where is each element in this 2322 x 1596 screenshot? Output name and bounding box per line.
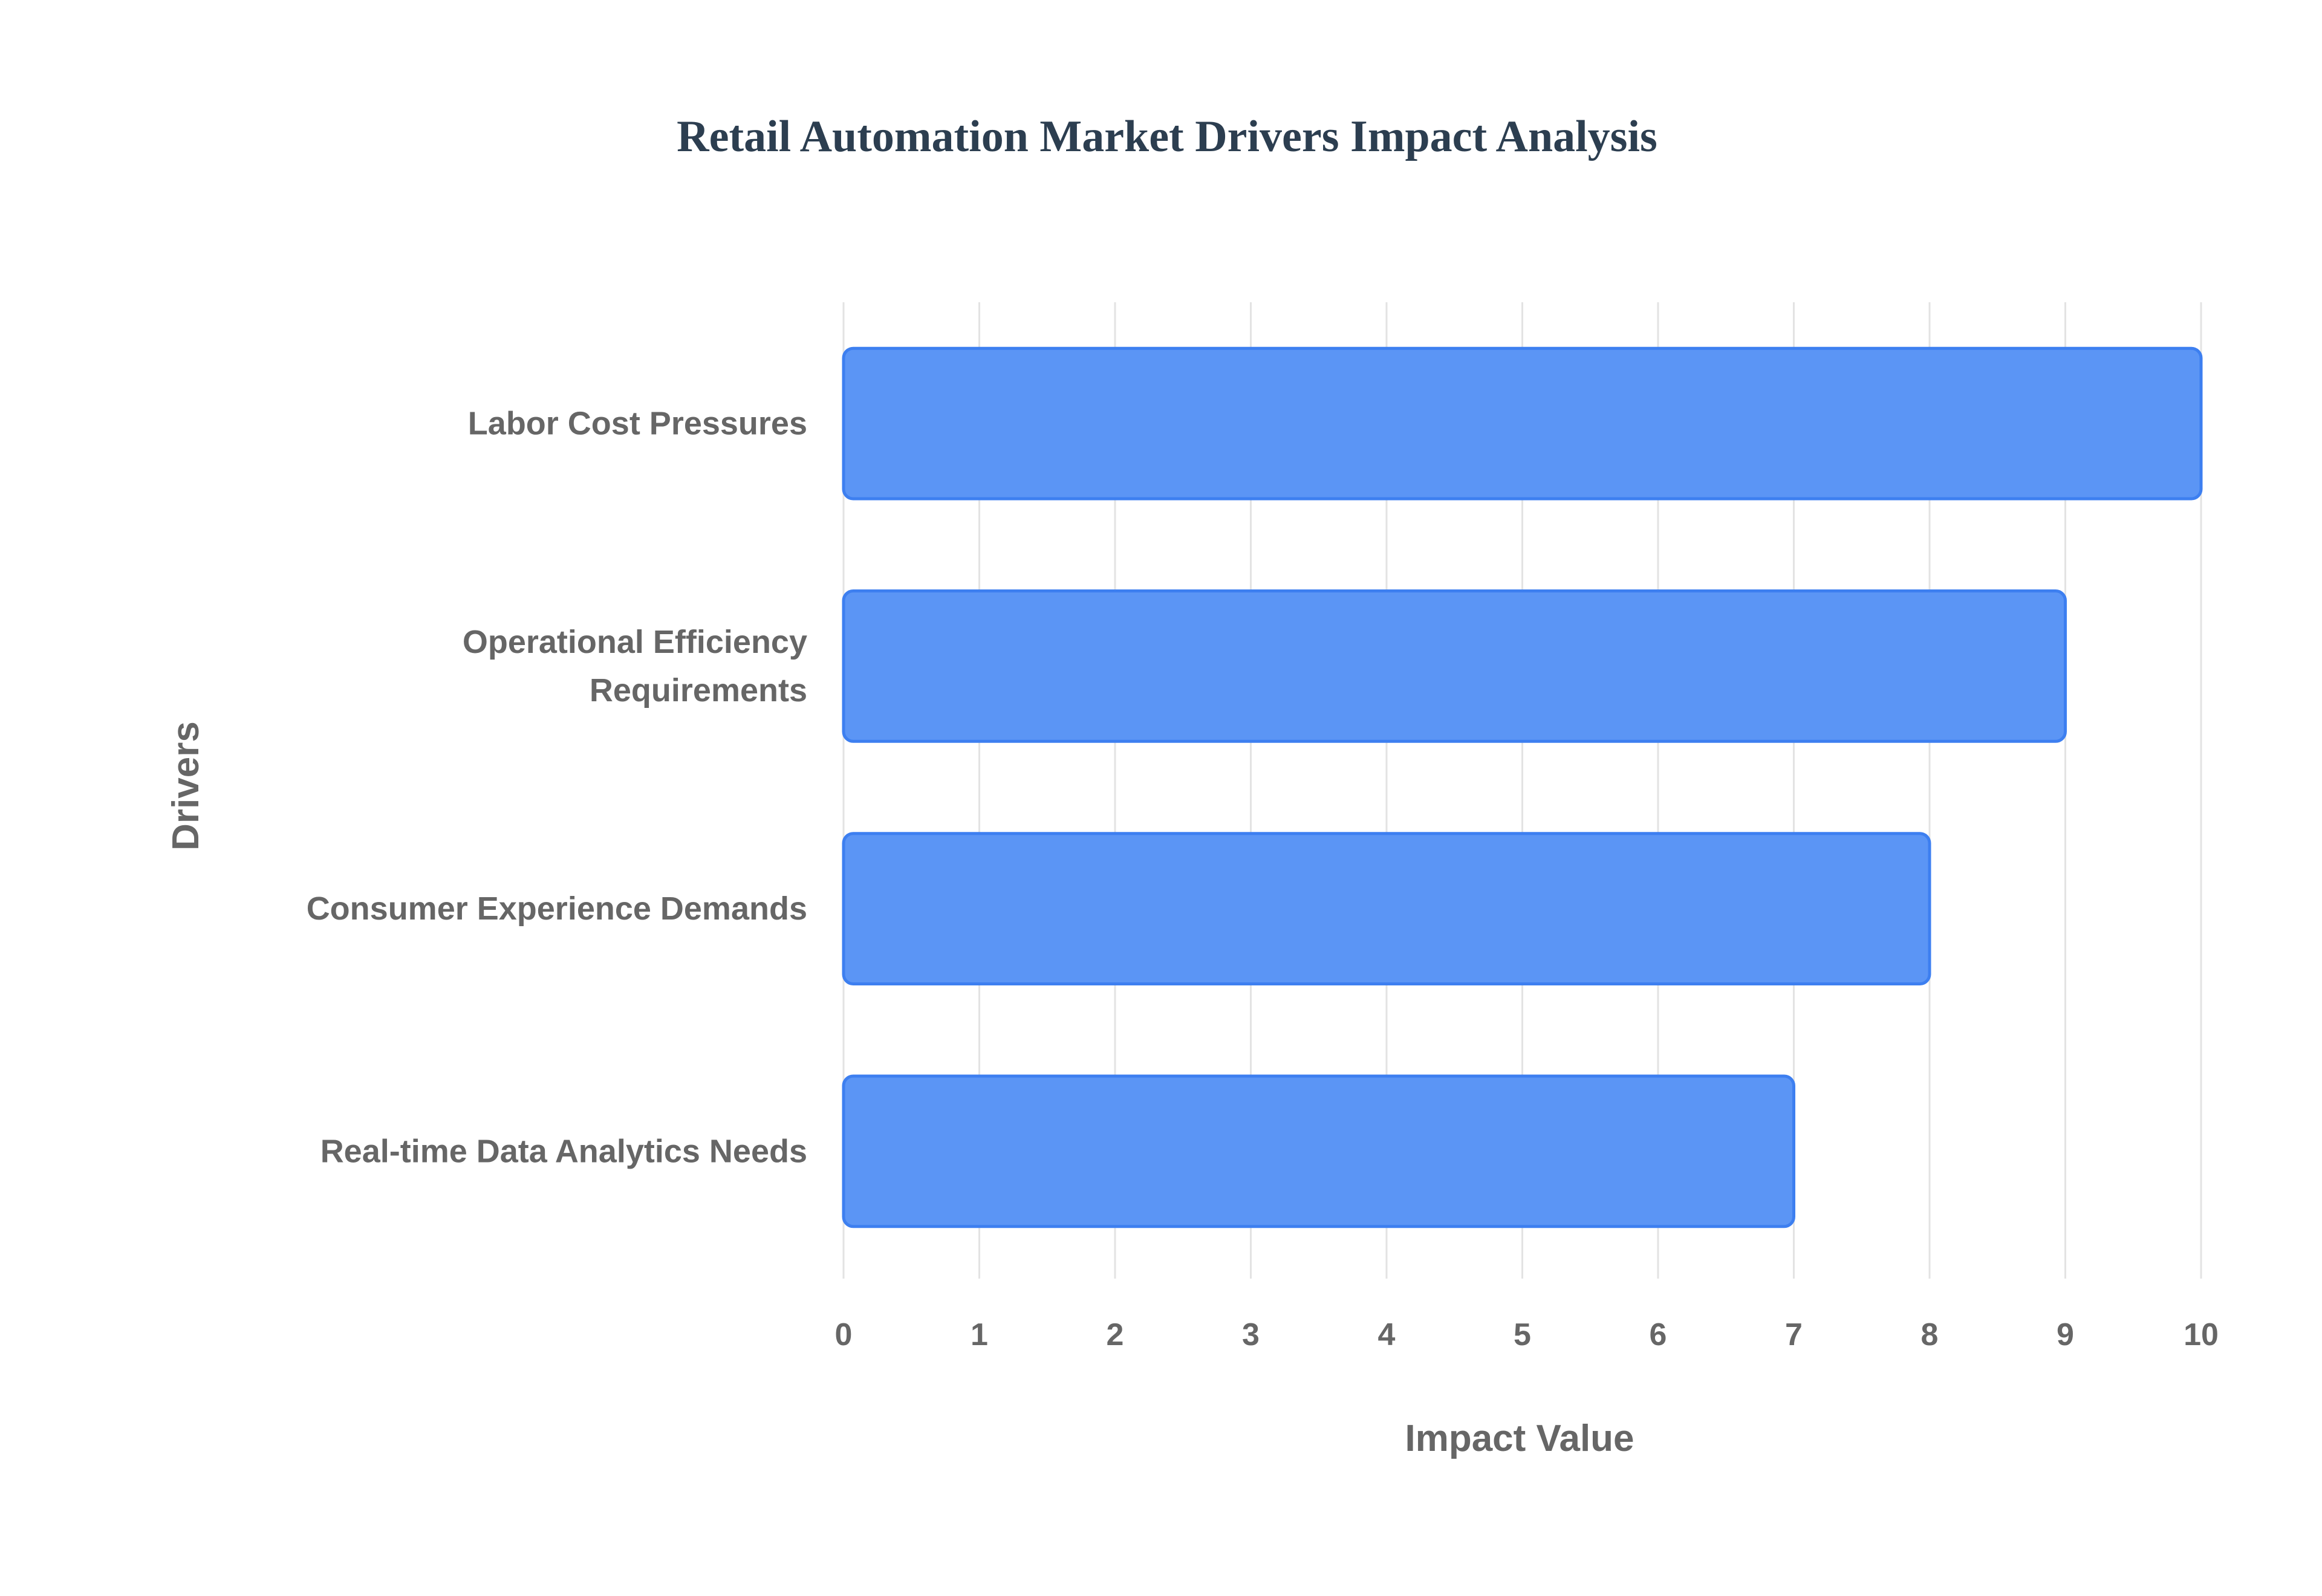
x-tick-label-4: 4	[1378, 1317, 1396, 1352]
bar-3	[842, 832, 1931, 986]
x-tick-label-2: 2	[1107, 1317, 1124, 1352]
x-tick-label-1: 1	[971, 1317, 988, 1352]
x-tick-labels: 0 1 2 3 4 5 6 7 8 9 10	[835, 1317, 2219, 1352]
category-label-line: Consumer Experience Demands	[307, 890, 807, 927]
y-axis-title: Drivers	[165, 721, 207, 851]
category-label-line: Requirements	[590, 672, 807, 709]
x-tick-label-3: 3	[1242, 1317, 1260, 1352]
category-label-line: Real-time Data Analytics Needs	[320, 1133, 807, 1169]
bar-1	[842, 346, 2203, 501]
category-label-line: Labor Cost Pressures	[468, 406, 807, 442]
category-label-3: Consumer Experience Demands	[307, 890, 807, 927]
x-axis-title: Impact Value	[1405, 1418, 1634, 1459]
x-tick-label-0: 0	[835, 1317, 853, 1352]
category-label-line: Operational Efficiency	[463, 624, 807, 660]
category-label-1: Labor Cost Pressures	[468, 406, 807, 442]
category-labels: Labor Cost Pressures Operational Efficien…	[307, 406, 807, 1170]
bar-layer	[842, 346, 2203, 1228]
x-tick-label-6: 6	[1650, 1317, 1667, 1352]
bar-4	[842, 1074, 1795, 1228]
x-tick-label-7: 7	[1785, 1317, 1803, 1352]
category-label-2: Operational Efficiency Requirements	[463, 624, 807, 709]
x-tick-label-5: 5	[1514, 1317, 1531, 1352]
chart-title: Retail Automation Market Drivers Impact …	[677, 112, 1657, 161]
x-tick-label-8: 8	[1921, 1317, 1939, 1352]
bar-2	[842, 589, 2067, 743]
x-tick-label-9: 9	[2057, 1317, 2074, 1352]
category-label-4: Real-time Data Analytics Needs	[320, 1133, 807, 1169]
x-tick-label-10: 10	[2184, 1317, 2219, 1352]
